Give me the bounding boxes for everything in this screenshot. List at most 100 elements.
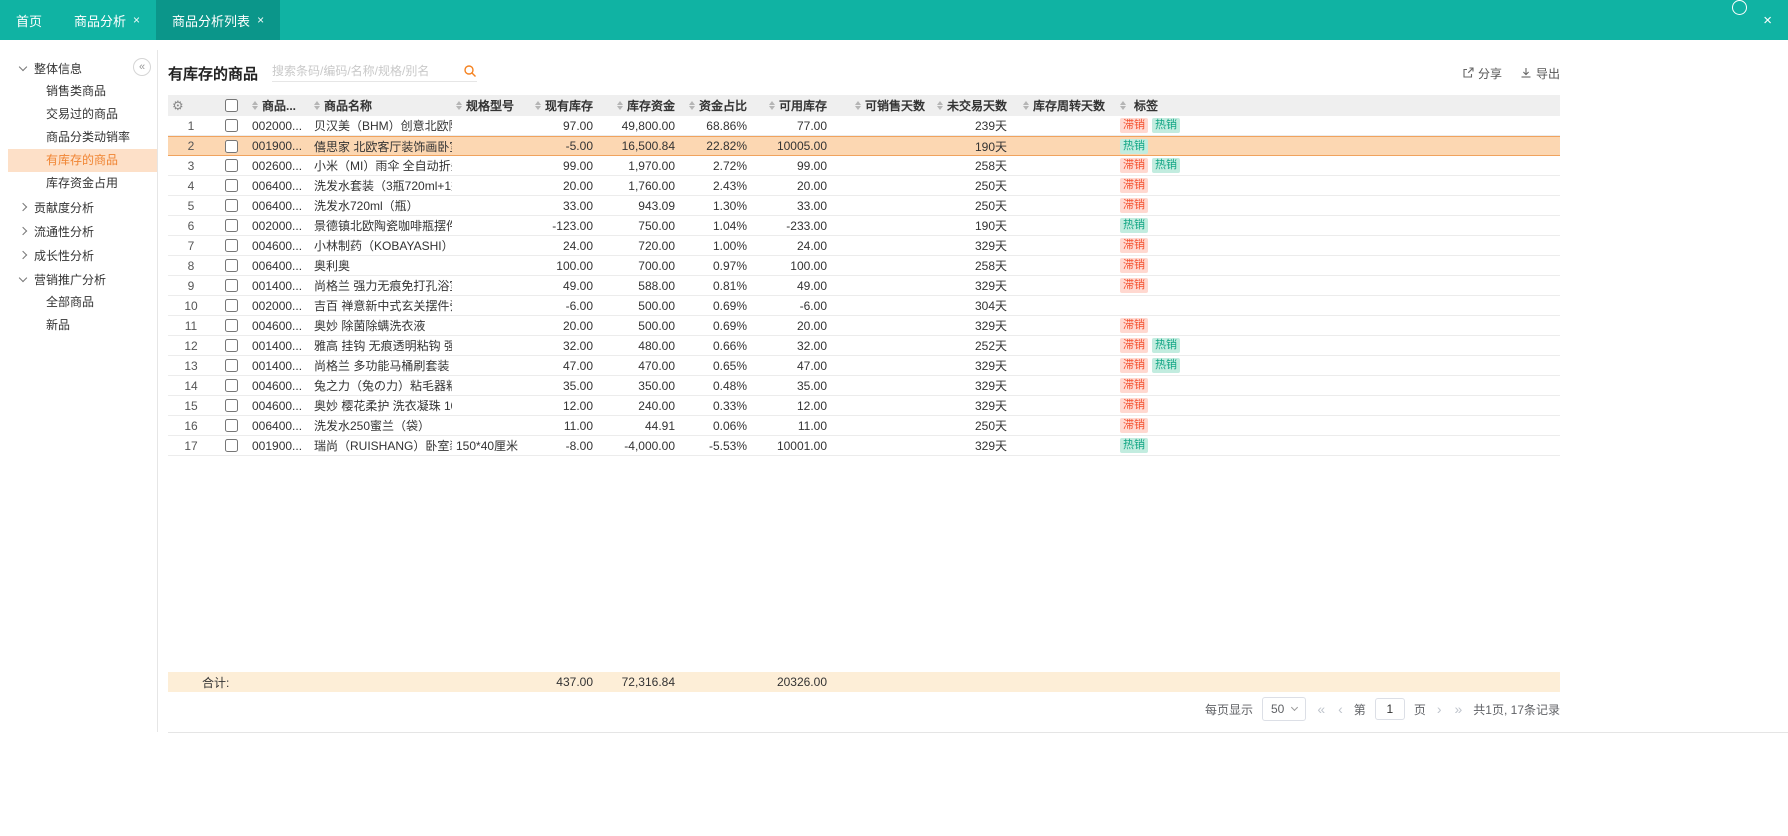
- sidebar-item[interactable]: 销售类商品: [46, 84, 107, 98]
- row-checkbox[interactable]: [224, 379, 238, 392]
- column-header[interactable]: 商品...: [248, 97, 310, 114]
- tag-slow: 滞销: [1120, 198, 1148, 213]
- row-checkbox[interactable]: [224, 139, 238, 153]
- column-header[interactable]: 商品名称: [310, 97, 452, 114]
- sort-icon[interactable]: [456, 101, 462, 110]
- available-stock: -233.00: [786, 218, 827, 233]
- sidebar-group[interactable]: 流通性分析: [8, 219, 157, 243]
- search-icon[interactable]: [463, 64, 477, 78]
- page-size-select[interactable]: 50: [1261, 697, 1307, 721]
- column-header[interactable]: 标签: [1114, 97, 1560, 114]
- sort-icon[interactable]: [854, 101, 861, 110]
- row-checkbox[interactable]: [224, 399, 238, 412]
- prev-page-button[interactable]: ‹: [1338, 701, 1343, 717]
- table-row[interactable]: 10 002000... 吉百 禅意新中式玄关摆件瓷 -6.00 500.00 0.69%…: [168, 296, 1560, 316]
- table-row[interactable]: 15 004600... 奥妙 樱花柔护 洗衣凝珠 10 12.00 240.00 0.3…: [168, 396, 1560, 416]
- sidebar: 整体信息销售类商品交易过的商品 商品分类动销率有库存的商品库存资金占用贡献度分析流…: [8, 56, 157, 337]
- tab-商品分析[interactable]: 商品分析 ×: [58, 0, 156, 40]
- row-checkbox[interactable]: [224, 299, 238, 312]
- window-close-icon[interactable]: ×: [1763, 11, 1772, 29]
- product-code: 006400...: [252, 418, 303, 433]
- search-input[interactable]: [272, 64, 464, 78]
- sort-icon[interactable]: [314, 101, 320, 110]
- table-row[interactable]: 9 001400... 尚格兰 强力无痕免打孔浴室 49.00 588.00 0.81% 4…: [168, 276, 1560, 296]
- sort-icon[interactable]: [252, 101, 258, 110]
- table-row[interactable]: 8 006400... 奥利奥 100.00 700.00 0.97% 100.00 258天…: [168, 256, 1560, 276]
- sidebar-group[interactable]: 营销推广分析: [8, 267, 157, 291]
- table-row[interactable]: 13 001400... 尚格兰 多功能马桶刷套装 月 47.00 470.00 0.65…: [168, 356, 1560, 376]
- sort-icon[interactable]: [688, 101, 695, 110]
- sidebar-item[interactable]: 交易过的商品: [46, 107, 119, 121]
- sort-icon[interactable]: [936, 101, 943, 110]
- column-header-label: 可用库存: [778, 99, 827, 113]
- sidebar-item[interactable]: 有库存的商品: [8, 149, 157, 172]
- row-checkbox[interactable]: [224, 119, 238, 132]
- table-row[interactable]: 5 006400... 洗发水720ml（瓶） 33.00 943.09 1.30% 33.…: [168, 196, 1560, 216]
- first-page-button[interactable]: «: [1317, 701, 1326, 717]
- column-header[interactable]: 现有库存: [530, 97, 602, 114]
- current-stock: 20.00: [562, 178, 593, 193]
- column-header[interactable]: 资金占比: [684, 97, 756, 114]
- sidebar-group[interactable]: 整体信息: [8, 56, 157, 80]
- table-row[interactable]: 3 002600... 小米（MI）雨伞 全自动折叠 99.00 1,970.00 2.7…: [168, 156, 1560, 176]
- table-row[interactable]: 4 006400... 洗发水套装（3瓶720ml+1瓶 20.00 1,760.00 2…: [168, 176, 1560, 196]
- sidebar-collapse-button[interactable]: «: [133, 58, 151, 76]
- sidebar-item[interactable]: 商品分类动销率: [46, 130, 131, 144]
- gear-column-header[interactable]: ⚙: [168, 98, 214, 114]
- column-header[interactable]: 未交易天数: [934, 97, 1016, 114]
- column-header[interactable]: 可销售天数: [836, 97, 934, 114]
- row-checkbox[interactable]: [224, 219, 238, 232]
- row-checkbox[interactable]: [224, 339, 238, 352]
- tab-商品分析列表[interactable]: 商品分析列表 ×: [156, 0, 281, 40]
- last-page-button[interactable]: »: [1454, 701, 1463, 717]
- column-header[interactable]: 库存资金: [602, 97, 684, 114]
- column-header-label: 商品名称: [324, 99, 373, 113]
- sort-icon[interactable]: [534, 101, 541, 110]
- sidebar-item[interactable]: 库存资金占用: [46, 176, 119, 190]
- sort-icon[interactable]: [1022, 101, 1029, 110]
- row-checkbox[interactable]: [224, 419, 238, 432]
- table-row[interactable]: 7 004600... 小林制药（KOBAYASHI）日 24.00 720.00 1.0…: [168, 236, 1560, 256]
- table-row[interactable]: 16 006400... 洗发水250蜜兰（袋） 11.00 44.91 0.06% 11.…: [168, 416, 1560, 436]
- column-header[interactable]: 可用库存: [756, 97, 836, 114]
- row-checkbox[interactable]: [224, 179, 238, 192]
- row-checkbox[interactable]: [224, 259, 238, 272]
- row-checkbox[interactable]: [224, 359, 238, 372]
- sidebar-group[interactable]: 成长性分析: [8, 243, 157, 267]
- sidebar-group[interactable]: 贡献度分析: [8, 195, 157, 219]
- sidebar-item[interactable]: 新品: [46, 318, 71, 332]
- no-trade-days: 329天: [974, 379, 1007, 393]
- tab-close-icon[interactable]: ×: [133, 13, 141, 27]
- table-row[interactable]: 11 004600... 奥妙 除菌除螨洗衣液 20.00 500.00 0.69% 20.…: [168, 316, 1560, 336]
- row-checkbox[interactable]: [224, 239, 238, 252]
- table-row[interactable]: 12 001400... 雅高 挂钩 无痕透明粘钩 强 32.00 480.00 0.66…: [168, 336, 1560, 356]
- table-row[interactable]: 1 002000... 贝汉美（BHM）创意北欧陶瓷 97.00 49,800.00 68…: [168, 116, 1560, 136]
- row-checkbox[interactable]: [224, 159, 238, 172]
- tag-slow: 滞销: [1120, 358, 1148, 373]
- sidebar-item[interactable]: 全部商品: [46, 295, 95, 309]
- share-button[interactable]: 分享: [1462, 65, 1502, 82]
- tab-首页[interactable]: 首页: [0, 0, 58, 40]
- row-checkbox-cell: [214, 119, 248, 132]
- row-checkbox[interactable]: [224, 439, 238, 452]
- stock-fund: 49,800.00: [621, 118, 675, 133]
- sort-icon[interactable]: [768, 101, 775, 110]
- table-row[interactable]: 14 004600... 兔之力（兔の力）粘毛器粘 35.00 350.00 0.48% 3…: [168, 376, 1560, 396]
- tab-close-icon[interactable]: ×: [257, 13, 265, 27]
- row-checkbox[interactable]: [224, 199, 238, 212]
- next-page-button[interactable]: ›: [1436, 701, 1442, 717]
- page-number-input[interactable]: [1374, 698, 1405, 720]
- select-all-checkbox[interactable]: [224, 99, 238, 112]
- table-row[interactable]: 6 002000... 景德镇北欧陶瓷咖啡瓶摆件 优 -123.00 750.00 1.0…: [168, 216, 1560, 236]
- table-row[interactable]: 2 001900... 僖思家 北欧客厅装饰画卧室 -5.00 16,500.84 22.…: [168, 136, 1560, 156]
- sort-icon[interactable]: [616, 101, 623, 110]
- column-header[interactable]: 规格型号: [452, 97, 530, 114]
- export-button[interactable]: 导出: [1520, 65, 1560, 82]
- sort-icon[interactable]: [1120, 101, 1126, 110]
- table-row[interactable]: 17 001900... 瑞尚（RUISHANG）卧室装 150*40厘米 -8.00 -…: [168, 436, 1560, 456]
- column-header[interactable]: 库存周转天数: [1016, 97, 1114, 114]
- row-checkbox[interactable]: [224, 319, 238, 332]
- user-icon[interactable]: [1732, 0, 1748, 15]
- row-checkbox[interactable]: [224, 279, 238, 292]
- available-stock: 20.00: [796, 318, 827, 333]
